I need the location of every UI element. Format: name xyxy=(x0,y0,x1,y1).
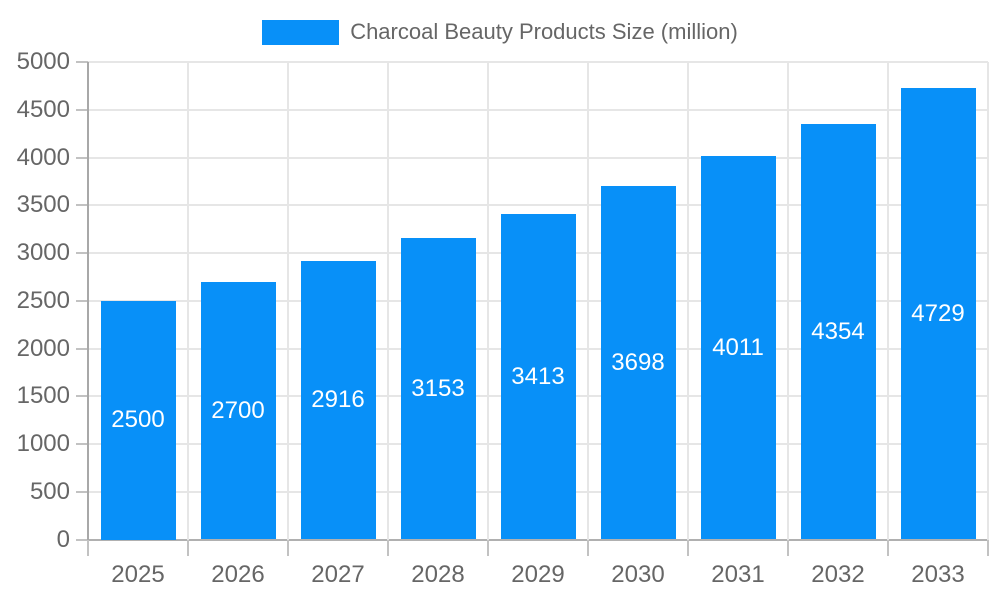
y-axis-tick xyxy=(76,299,88,302)
x-axis-tick xyxy=(287,539,289,556)
x-grid-line xyxy=(187,62,189,540)
x-axis-tick xyxy=(687,539,689,556)
y-axis-tick xyxy=(76,538,88,541)
bar[interactable]: 4729 xyxy=(900,87,976,540)
y-tick-label: 5000 xyxy=(16,48,70,75)
x-tick-label: 2031 xyxy=(711,561,765,588)
x-axis-tick xyxy=(487,539,489,556)
bar-value-label: 4354 xyxy=(811,317,865,345)
x-axis-tick xyxy=(887,539,889,556)
y-tick-label: 4500 xyxy=(16,95,70,123)
chart-legend: Charcoal Beauty Products Size (million) xyxy=(0,17,1000,47)
y-grid-line xyxy=(88,108,988,111)
bar-value-label: 2916 xyxy=(311,386,365,414)
y-axis-tick xyxy=(76,204,88,207)
x-axis-tick xyxy=(387,539,389,556)
x-grid-line xyxy=(887,62,889,540)
x-tick-label: 2030 xyxy=(611,561,665,588)
y-axis-line xyxy=(87,62,89,540)
y-tick-label: 4000 xyxy=(16,143,70,171)
bar[interactable]: 4354 xyxy=(800,123,876,540)
bar-value-label: 4729 xyxy=(911,299,965,327)
x-axis-line xyxy=(88,538,988,541)
x-axis-tick xyxy=(87,539,89,556)
y-axis-tick xyxy=(76,61,88,63)
y-tick-label: 3000 xyxy=(16,239,70,266)
y-tick-label: 1000 xyxy=(16,430,70,457)
y-tick-label: 1500 xyxy=(16,382,70,410)
bar-value-label: 4011 xyxy=(712,333,764,361)
bar-value-label: 3698 xyxy=(611,348,665,376)
bar[interactable]: 4011 xyxy=(700,156,776,540)
y-tick-label: 2500 xyxy=(16,286,70,314)
x-tick-label: 2032 xyxy=(811,561,865,588)
x-tick-label: 2033 xyxy=(911,561,965,588)
bar-value-label: 2500 xyxy=(111,406,165,434)
y-grid-line xyxy=(88,61,988,63)
x-tick-label: 2027 xyxy=(311,561,365,588)
x-grid-line xyxy=(287,62,289,540)
bar[interactable]: 3413 xyxy=(500,213,576,540)
bar[interactable]: 2700 xyxy=(200,281,276,540)
legend-item[interactable]: Charcoal Beauty Products Size (million) xyxy=(262,17,738,47)
y-axis-tick xyxy=(76,156,88,159)
x-tick-label: 2028 xyxy=(411,561,465,588)
x-grid-line xyxy=(387,62,389,540)
y-tick-label: 2000 xyxy=(16,334,70,362)
x-tick-label: 2026 xyxy=(211,561,265,588)
bar[interactable]: 2500 xyxy=(100,300,176,540)
x-grid-line xyxy=(787,62,789,540)
bar[interactable]: 3153 xyxy=(400,238,476,540)
bar-value-label: 3413 xyxy=(511,362,565,390)
x-axis-tick xyxy=(587,539,589,556)
bar-value-label: 2700 xyxy=(211,396,265,424)
y-axis-tick xyxy=(76,443,88,445)
x-axis-tick xyxy=(787,539,789,556)
y-tick-label: 0 xyxy=(56,525,70,553)
y-grid-line xyxy=(88,204,988,207)
bar[interactable]: 3698 xyxy=(600,186,676,540)
y-tick-label: 3500 xyxy=(16,191,70,219)
legend-label: Charcoal Beauty Products Size (million) xyxy=(350,19,738,44)
y-axis-tick xyxy=(76,395,88,398)
y-axis-tick xyxy=(76,490,88,493)
y-axis-tick xyxy=(76,252,88,254)
y-axis-tick xyxy=(76,108,88,111)
y-grid-line xyxy=(88,156,988,159)
bar[interactable]: 2916 xyxy=(300,261,376,540)
y-axis-tick xyxy=(76,347,88,350)
legend-swatch-icon xyxy=(262,19,340,45)
x-axis-tick xyxy=(987,539,989,556)
x-grid-line xyxy=(687,62,689,540)
x-grid-line xyxy=(987,62,989,540)
x-tick-label: 2025 xyxy=(111,561,165,588)
x-tick-label: 2029 xyxy=(511,561,565,588)
x-grid-line xyxy=(487,62,489,540)
bar-value-label: 3153 xyxy=(411,374,465,402)
x-axis-tick xyxy=(187,539,189,556)
x-grid-line xyxy=(587,62,589,540)
y-tick-label: 500 xyxy=(29,477,70,505)
